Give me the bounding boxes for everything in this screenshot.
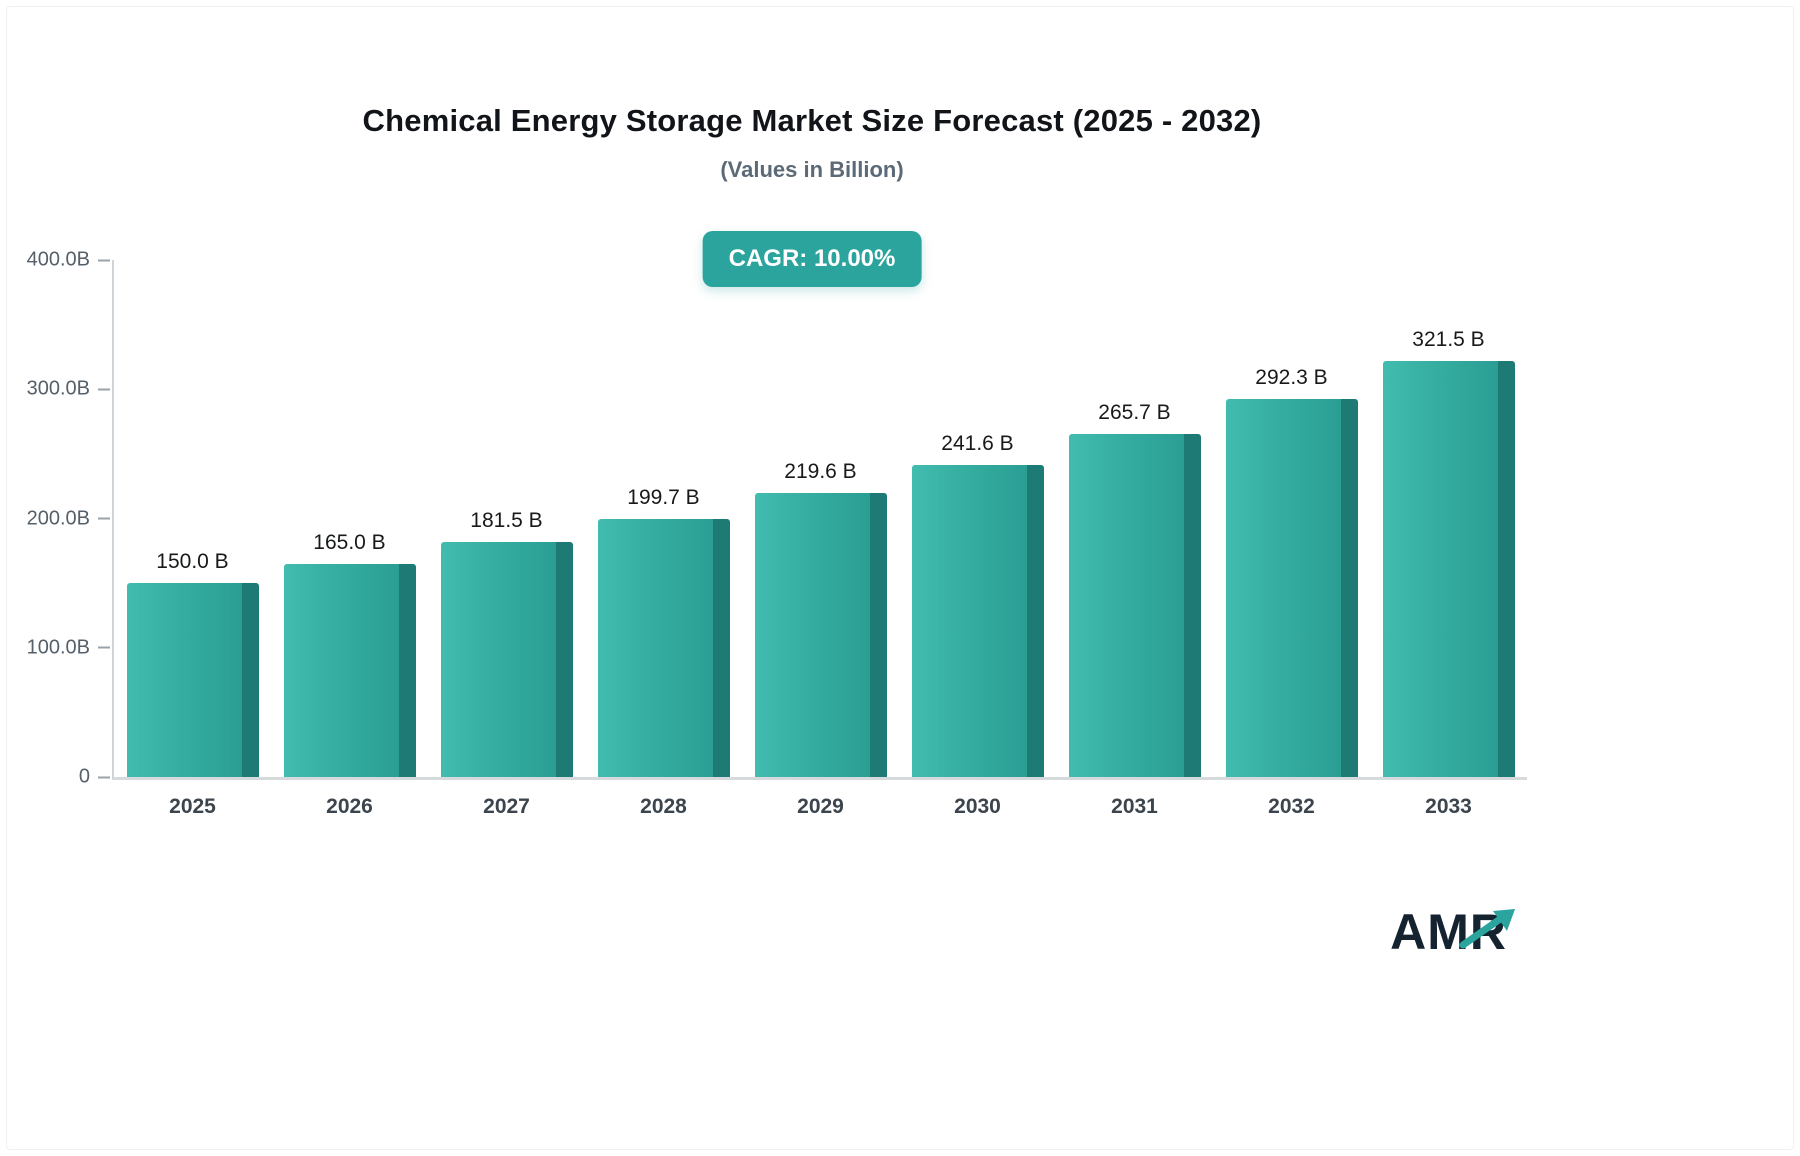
- bar-value-label: 165.0 B: [313, 530, 386, 554]
- bar-value-label: 321.5 B: [1412, 328, 1485, 352]
- bar-slot: 321.5 B 2033: [1370, 260, 1527, 818]
- bar-slot: 292.3 B 2032: [1213, 260, 1370, 818]
- x-tick-label: 2031: [1111, 795, 1158, 818]
- y-tick-label: 300.0B: [26, 377, 90, 400]
- bar-value-label: 181.5 B: [470, 509, 543, 533]
- bar-value-label: 292.3 B: [1255, 366, 1328, 390]
- plot-area: 150.0 B 2025 165.0 B 2026 181.5 B 2027 199.7 B…: [112, 260, 1527, 818]
- bar-slot: 165.0 B 2026: [271, 260, 428, 818]
- x-tick-label: 2025: [169, 795, 216, 818]
- bar-side-face: [1026, 464, 1044, 777]
- bar-value-label: 265.7 B: [1098, 400, 1171, 424]
- y-tick: 300.0B: [27, 378, 110, 401]
- bar-front-face: [911, 464, 1027, 777]
- y-axis: 400.0B 300.0B 200.0B 100.0B 0: [7, 249, 110, 788]
- bar: [1225, 399, 1358, 777]
- bar: [1382, 361, 1515, 777]
- bar-slot: 241.6 B 2030: [899, 260, 1056, 818]
- bar-slot: 219.6 B 2029: [742, 260, 899, 818]
- cagr-badge: CAGR: 10.00%: [702, 231, 922, 287]
- chart-subtitle: (Values in Billion): [720, 157, 904, 182]
- bar-slot: 181.5 B 2027: [428, 260, 585, 818]
- bar-value-label: 199.7 B: [627, 485, 700, 509]
- y-tick-mark: [98, 776, 110, 778]
- bar-slot: 199.7 B 2028: [585, 260, 742, 818]
- x-tick-label: 2029: [797, 795, 844, 818]
- bar-value-label: 241.6 B: [941, 431, 1014, 455]
- bar-side-face: [1340, 399, 1358, 777]
- y-tick-mark: [98, 517, 110, 520]
- bar-value-label: 219.6 B: [784, 460, 857, 484]
- y-tick-label: 0: [78, 765, 90, 788]
- bar-side-face: [712, 518, 730, 777]
- bar: [754, 493, 887, 777]
- bar-front-face: [283, 563, 399, 777]
- y-tick: 100.0B: [27, 636, 110, 659]
- bar-slot: 265.7 B 2031: [1056, 260, 1213, 818]
- y-tick-mark: [98, 259, 110, 261]
- bar-chart: 400.0B 300.0B 200.0B 100.0B 0 150.0 B 2025 165…: [7, 249, 1617, 830]
- bar-front-face: [597, 518, 713, 777]
- bar-side-face: [1183, 433, 1201, 777]
- y-tick-label: 100.0B: [26, 636, 90, 659]
- bar-front-face: [1382, 361, 1498, 777]
- y-tick: 400.0B: [27, 249, 110, 272]
- y-tick-mark: [98, 388, 110, 391]
- bar-slot: 150.0 B 2025: [114, 260, 271, 818]
- y-tick-mark: [98, 646, 110, 649]
- page-frame: Chemical Energy Storage Market Size Fore…: [6, 6, 1794, 1150]
- x-tick-label: 2032: [1268, 795, 1315, 818]
- bar: [126, 583, 259, 777]
- x-tick-label: 2030: [954, 795, 1001, 818]
- y-tick-label: 200.0B: [26, 507, 90, 529]
- growth-arrow-icon: [1459, 905, 1523, 965]
- x-tick-label: 2026: [326, 795, 373, 818]
- bar-front-face: [1068, 433, 1184, 777]
- bar-side-face: [1497, 361, 1515, 777]
- x-tick-label: 2027: [483, 795, 530, 818]
- bar: [440, 542, 573, 777]
- bar: [911, 464, 1044, 777]
- bar-front-face: [754, 493, 870, 777]
- x-tick-label: 2028: [640, 795, 687, 818]
- bar: [597, 518, 730, 777]
- bar-front-face: [440, 542, 556, 777]
- amr-logo: AMR: [1390, 903, 1515, 961]
- bar-side-face: [555, 542, 573, 777]
- chart-title: Chemical Energy Storage Market Size Fore…: [362, 103, 1262, 138]
- bar-front-face: [126, 583, 242, 777]
- bar-side-face: [241, 583, 259, 777]
- y-tick: 0: [79, 766, 110, 789]
- bar: [1068, 433, 1201, 777]
- bar-side-face: [398, 563, 416, 777]
- bar-front-face: [1225, 399, 1341, 777]
- y-tick-label: 400.0B: [26, 248, 90, 271]
- y-tick: 200.0B: [27, 507, 110, 530]
- bar: [283, 563, 416, 777]
- x-tick-label: 2033: [1425, 795, 1472, 818]
- bar-value-label: 150.0 B: [156, 550, 229, 574]
- bar-side-face: [869, 493, 887, 777]
- chart-card: Chemical Energy Storage Market Size Fore…: [7, 7, 1617, 1147]
